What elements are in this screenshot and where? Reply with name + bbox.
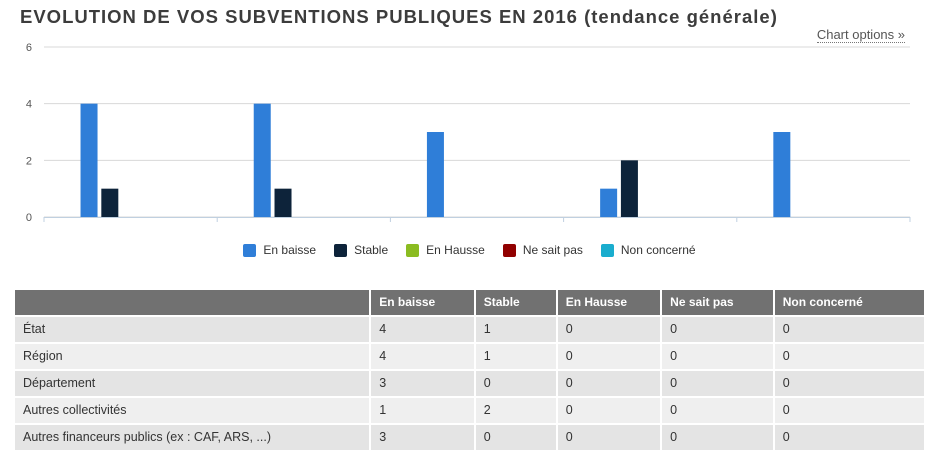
row-label: Département — [15, 371, 370, 396]
table-cell: 0 — [557, 398, 661, 423]
table-row: État 4 1 0 0 0 — [15, 317, 924, 342]
y-axis-label: 0 — [26, 212, 32, 224]
bar-stable-etat[interactable] — [101, 188, 119, 217]
bar-en-baisse-autres-collectivites[interactable] — [600, 188, 618, 217]
table-cell: 0 — [662, 425, 773, 450]
table-cell: 0 — [557, 344, 661, 369]
table-header-cell: Non concerné — [774, 290, 924, 315]
legend-item-en-hausse[interactable]: En Hausse — [406, 243, 485, 257]
y-axis-label: 2 — [26, 155, 32, 167]
table-row: Autres financeurs publics (ex : CAF, ARS… — [15, 425, 924, 450]
row-label: Autres financeurs publics (ex : CAF, ARS… — [15, 425, 370, 450]
legend-label: Non concerné — [620, 243, 696, 257]
table-cell: 0 — [475, 371, 556, 396]
row-label: État — [15, 317, 370, 342]
table-cell: 0 — [662, 371, 773, 396]
legend-item-stable[interactable]: Stable — [334, 243, 388, 257]
table-cell: 0 — [774, 425, 924, 450]
legend-item-en-baisse[interactable]: En baisse — [243, 243, 316, 257]
table-row: Autres collectivités 1 2 0 0 0 — [15, 398, 924, 423]
bar-stable-autres-collectivites[interactable] — [620, 160, 638, 217]
row-label: Autres collectivités — [15, 398, 370, 423]
legend-swatch — [600, 243, 614, 257]
table-cell: 0 — [475, 425, 556, 450]
legend-swatch — [406, 243, 420, 257]
table-cell: 4 — [371, 317, 474, 342]
table-row: Département 3 0 0 0 0 — [15, 371, 924, 396]
table-cell: 0 — [662, 344, 773, 369]
table-cell: 1 — [475, 317, 556, 342]
bar-en-baisse-etat[interactable] — [80, 103, 98, 217]
page-title: EVOLUTION DE VOS SUBVENTIONS PUBLIQUES E… — [20, 6, 778, 27]
table-cell: 4 — [371, 344, 474, 369]
table-cell: 2 — [475, 398, 556, 423]
table-cell: 0 — [774, 344, 924, 369]
table-cell: 0 — [774, 398, 924, 423]
table-cell: 0 — [662, 398, 773, 423]
chart-options-link[interactable]: Chart options » — [816, 27, 905, 43]
table-cell: 0 — [774, 317, 924, 342]
row-label: Région — [15, 344, 370, 369]
legend-swatch — [502, 243, 516, 257]
bar-en-baisse-autres-financeurs-publics-ex-caf-ars[interactable] — [773, 132, 791, 217]
table-row: Région 4 1 0 0 0 — [15, 344, 924, 369]
y-axis-label: 6 — [26, 42, 32, 54]
table-header-cell: En Hausse — [557, 290, 661, 315]
table-cell: 0 — [774, 371, 924, 396]
table-header-cell: Stable — [475, 290, 556, 315]
legend-swatch — [243, 243, 257, 257]
table-cell: 1 — [371, 398, 474, 423]
bar-stable-region[interactable] — [274, 188, 292, 217]
table-header-cell: En baisse — [371, 290, 474, 315]
legend-label: En baisse — [263, 243, 317, 257]
results-table: En baisse Stable En Hausse Ne sait pas Non c… — [13, 288, 926, 452]
table-cell: 0 — [557, 425, 661, 450]
chart-legend: En baisse Stable En Hausse Ne sait pas Non c… — [0, 243, 939, 257]
table-cell: 3 — [371, 425, 474, 450]
table-cell: 1 — [475, 344, 556, 369]
legend-item-non-concerne[interactable]: Non concerné — [600, 243, 696, 257]
table-header-cell: Ne sait pas — [662, 290, 773, 315]
bar-en-baisse-departement[interactable] — [426, 132, 444, 217]
table-cell: 0 — [662, 317, 773, 342]
table-cell: 0 — [557, 317, 661, 342]
table-cell: 3 — [371, 371, 474, 396]
bar-en-baisse-region[interactable] — [253, 103, 271, 217]
bar-chart: 0 2 4 6 — [26, 42, 911, 224]
legend-label: En Hausse — [426, 243, 485, 257]
legend-item-ne-sait-pas[interactable]: Ne sait pas — [502, 243, 583, 257]
table-header-row: En baisse Stable En Hausse Ne sait pas Non c… — [15, 290, 924, 315]
table-cell: 0 — [557, 371, 661, 396]
legend-label: Ne sait pas — [522, 243, 583, 257]
legend-swatch — [334, 243, 348, 257]
legend-label: Stable — [354, 243, 389, 257]
table-header-cell — [15, 290, 370, 315]
y-axis-label: 4 — [26, 99, 32, 111]
